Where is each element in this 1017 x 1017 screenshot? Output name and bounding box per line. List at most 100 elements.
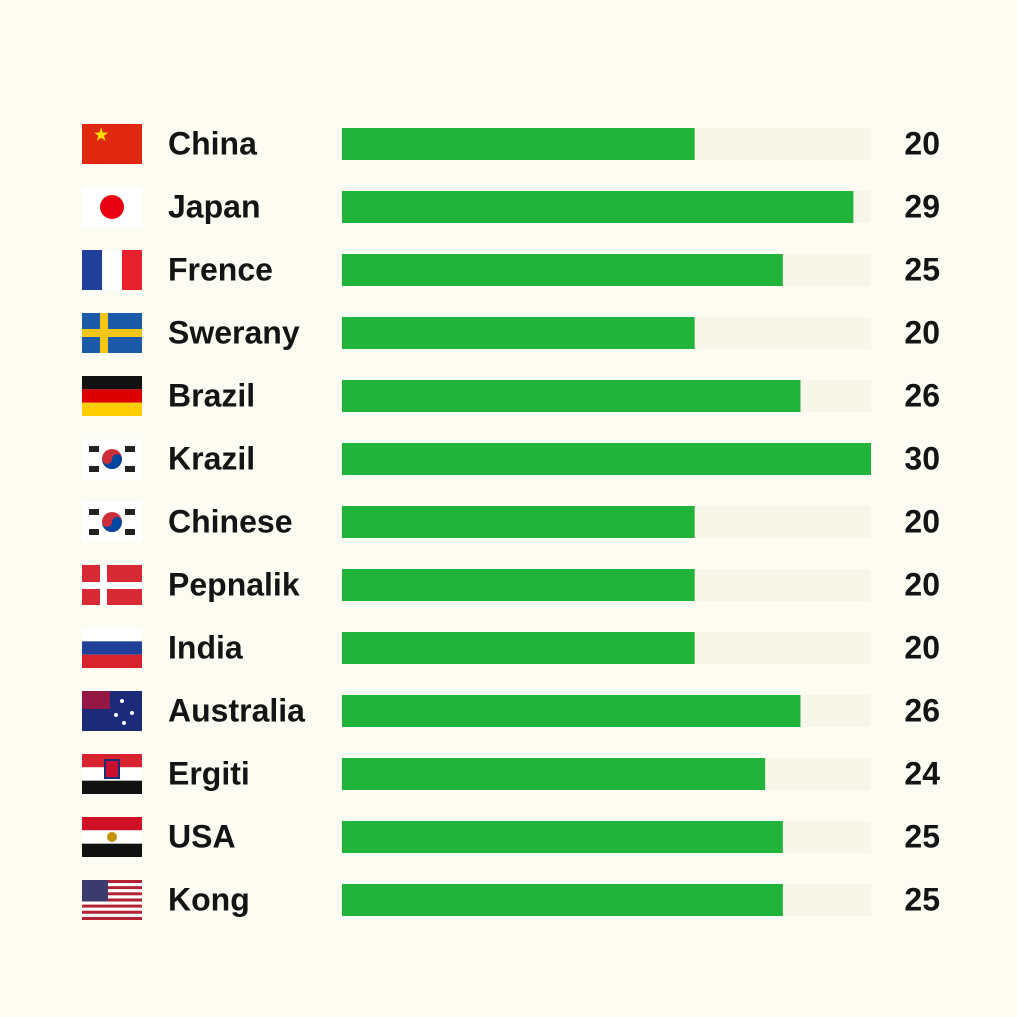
flag-part (82, 886, 142, 890)
flag-part (82, 880, 108, 902)
flag-part (82, 641, 142, 655)
flag-part (82, 889, 142, 893)
flag-part (125, 446, 135, 452)
flag (82, 691, 142, 731)
flag-part (82, 628, 142, 642)
flag (82, 502, 142, 542)
value-label: 20 (904, 125, 940, 161)
flag-part (82, 402, 142, 416)
flag-part (125, 529, 135, 535)
flag-part (104, 759, 120, 779)
flag-part (82, 250, 102, 290)
flag (82, 376, 142, 416)
bar (342, 506, 695, 538)
value-label: 26 (904, 692, 940, 728)
value-label: 26 (904, 377, 940, 413)
flag-part (89, 446, 99, 452)
value-label: 29 (904, 188, 940, 224)
flag-part (102, 517, 122, 532)
bar (342, 758, 766, 790)
category-label: Frence (168, 251, 273, 287)
flag-part (82, 904, 142, 908)
category-label: Australia (168, 692, 305, 728)
flag-part (125, 466, 135, 472)
bar (342, 632, 695, 664)
flag-part (82, 898, 142, 902)
flag-part (82, 389, 142, 403)
flag (82, 754, 142, 794)
bar (342, 443, 871, 475)
flag-part (130, 711, 134, 715)
flag (82, 628, 142, 668)
flag (82, 439, 142, 479)
flag (82, 880, 142, 920)
category-label: Japan (168, 188, 260, 224)
bar (342, 884, 783, 916)
flag-part (89, 466, 99, 472)
value-label: 20 (904, 314, 940, 350)
flag-part (82, 582, 142, 589)
flag-part (82, 892, 142, 896)
flag-part (102, 250, 122, 290)
flag: ★ (82, 124, 142, 164)
bar (342, 380, 801, 412)
flag-part (82, 376, 142, 390)
flag-part (82, 895, 142, 899)
flag-part (82, 817, 142, 831)
category-label: USA (168, 818, 236, 854)
bar (342, 569, 695, 601)
category-label: Ergiti (168, 755, 250, 791)
category-label: Swerany (168, 314, 300, 350)
bar (342, 254, 783, 286)
category-label: Chinese (168, 503, 292, 539)
value-label: 20 (904, 503, 940, 539)
flag (82, 313, 142, 353)
bar (342, 128, 695, 160)
flag (82, 565, 142, 605)
flag-part (82, 124, 142, 164)
flag-part (89, 509, 99, 515)
flag-part (82, 880, 142, 884)
flag (82, 187, 142, 227)
category-label: Kong (168, 881, 250, 917)
flag-part: ★ (94, 127, 109, 144)
flag (82, 250, 142, 290)
value-label: 25 (904, 251, 940, 287)
value-label: 25 (904, 818, 940, 854)
flag-part (122, 250, 142, 290)
category-label: India (168, 629, 243, 665)
bar (342, 317, 695, 349)
flag-part (82, 654, 142, 668)
flag-part (89, 529, 99, 535)
flag-part (82, 843, 142, 857)
flag-part (82, 883, 142, 887)
flag-part (125, 509, 135, 515)
category-label: China (168, 125, 257, 161)
flag-part (82, 913, 142, 917)
category-label: Krazil (168, 440, 255, 476)
value-label: 20 (904, 566, 940, 602)
bar (342, 191, 854, 223)
flag-part (114, 713, 118, 717)
flag-part (102, 454, 122, 469)
flag-part (82, 780, 142, 794)
flag-part (122, 721, 126, 725)
bar (342, 695, 801, 727)
bar (342, 821, 783, 853)
flag-part (120, 699, 124, 703)
flag-part (82, 691, 110, 709)
flag (82, 817, 142, 857)
flag-part (82, 916, 142, 920)
flag-part (82, 907, 142, 911)
flag-part (82, 901, 142, 905)
category-label: Pepnalik (168, 566, 300, 602)
value-label: 24 (904, 755, 940, 791)
value-label: 25 (904, 881, 940, 917)
flag-part (100, 195, 124, 219)
value-label: 30 (904, 440, 940, 476)
flag-part (107, 832, 117, 842)
category-label: Brazil (168, 377, 255, 413)
flag-part (82, 329, 142, 337)
